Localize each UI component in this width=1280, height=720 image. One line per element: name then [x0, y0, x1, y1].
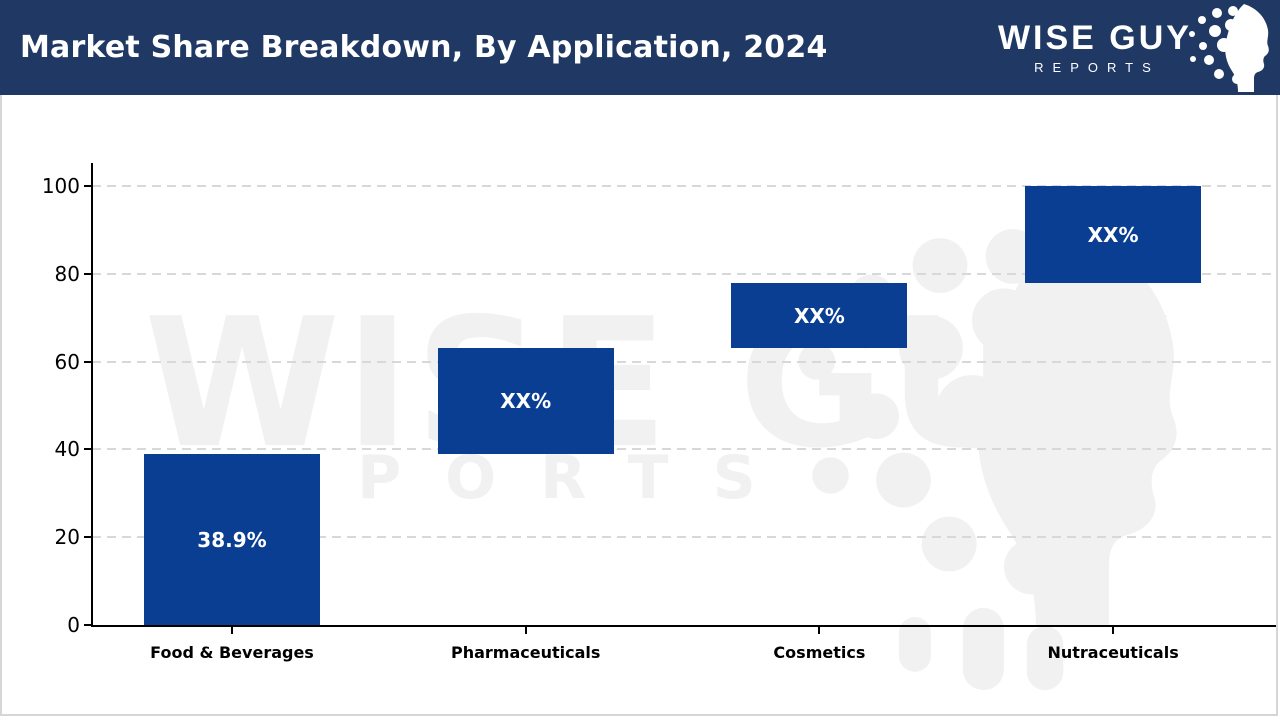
y-tick-label: 80: [54, 261, 80, 286]
category-label: Food & Beverages: [150, 643, 314, 662]
y-tick: [84, 185, 92, 187]
bar-value-label: 38.9%: [197, 527, 267, 552]
chart-area: WISE GUY REPORTS 0 20 40 60 80 100 38.9% Food &…: [0, 95, 1278, 716]
bar: XX%: [731, 283, 908, 348]
y-tick: [84, 360, 92, 363]
logo-wordmark-line2: REPORTS: [1034, 59, 1160, 75]
bar-value-label: XX%: [500, 389, 552, 414]
x-tick: [524, 627, 527, 634]
gridline: [92, 536, 1276, 539]
logo-face-icon: [1189, 3, 1269, 92]
y-tick-label: 20: [54, 525, 80, 550]
gridline: [92, 272, 1276, 275]
gridline: [92, 360, 1276, 363]
gridline: [92, 448, 1276, 451]
y-tick: [84, 272, 92, 275]
y-tick: [84, 448, 92, 451]
wise-guy-reports-logo: WISE GUY REPORTS: [998, 3, 1270, 92]
x-axis-line: [91, 625, 1276, 627]
bar: 38.9%: [144, 454, 320, 625]
y-tick: [84, 624, 92, 626]
y-tick-label: 40: [54, 437, 80, 462]
y-tick-label: 0: [67, 613, 80, 637]
x-tick: [1112, 627, 1115, 634]
bar: XX%: [1025, 186, 1202, 284]
y-tick: [84, 536, 92, 539]
watermark: WISE GUY REPORTS: [2, 95, 1276, 714]
logo-wordmark-line1: WISE GUY: [997, 18, 1192, 57]
bar-value-label: XX%: [1087, 222, 1139, 247]
y-axis-line: [91, 163, 93, 627]
gridline: [92, 185, 1276, 187]
x-tick: [818, 627, 821, 634]
category-label: Pharmaceuticals: [450, 643, 601, 662]
y-tick-label: 100: [41, 174, 80, 198]
plot: 0 20 40 60 80 100 38.9% Food & Beverages XX% Phar…: [2, 95, 1276, 714]
y-tick-label: 60: [54, 349, 80, 374]
chart-title: Market Share Breakdown, By Application, …: [20, 30, 828, 65]
header-bar: Market Share Breakdown, By Application, …: [0, 0, 1280, 95]
category-label: Cosmetics: [773, 643, 866, 662]
logo-wordmark: WISE GUY REPORTS: [998, 21, 1192, 75]
bar-value-label: XX%: [793, 303, 845, 328]
bar: XX%: [437, 347, 614, 455]
category-label: Nutraceuticals: [1047, 643, 1179, 662]
x-tick: [231, 627, 233, 634]
